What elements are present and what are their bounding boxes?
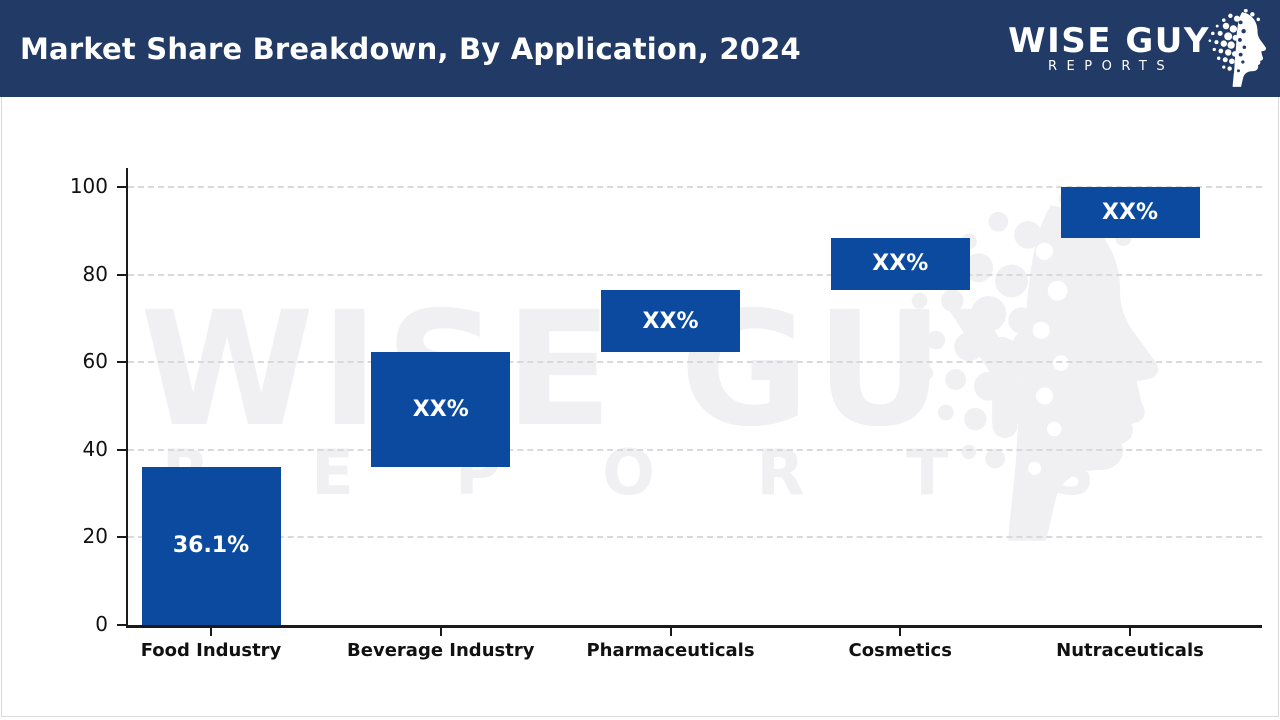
x-tick: [210, 628, 212, 636]
header-bar: Market Share Breakdown, By Application, …: [0, 0, 1280, 97]
x-tick: [1129, 628, 1131, 636]
gridline: [128, 273, 1262, 276]
y-tick-label: 80: [82, 261, 108, 286]
bar-segment: XX%: [1060, 187, 1200, 238]
y-tick: [117, 624, 126, 626]
watermark-subtext: R E P O R T S: [162, 436, 1135, 509]
bar-value-label: XX%: [872, 251, 929, 277]
bar-value-label: XX%: [1102, 199, 1158, 225]
x-axis-label: Cosmetics: [848, 640, 952, 661]
y-tick: [117, 361, 126, 364]
y-tick-label: 0: [95, 612, 108, 636]
y-tick: [117, 536, 126, 539]
bar-value-label: XX%: [642, 308, 699, 334]
bar-segment: XX%: [601, 289, 740, 353]
x-axis-label: Beverage Industry: [347, 640, 535, 661]
bar-segment: XX%: [371, 352, 511, 467]
bar-segment: XX%: [830, 237, 970, 290]
y-axis-line: [126, 168, 128, 628]
x-axis-line: [126, 625, 1262, 628]
y-tick: [117, 448, 126, 451]
y-tick: [117, 186, 126, 188]
wiseguy-logo: WISE GUY REPORTS: [1008, 8, 1270, 90]
logo-wordmark: WISE GUY: [1008, 20, 1210, 61]
logo-subtext: REPORTS: [1048, 59, 1175, 75]
y-tick-label: 40: [82, 436, 108, 461]
bar-value-label: XX%: [412, 397, 469, 422]
logo-text: WISE GUY REPORTS: [1008, 20, 1210, 75]
y-tick-label: 20: [82, 524, 108, 549]
bar-value-label: 36.1%: [172, 533, 250, 559]
x-tick: [899, 628, 902, 636]
gridline: [128, 448, 1262, 451]
bar-segment: 36.1%: [141, 466, 281, 625]
y-tick-label: 60: [82, 349, 108, 374]
x-axis-label: Nutraceuticals: [1056, 640, 1204, 661]
gridline: [128, 536, 1262, 539]
gridline: [128, 186, 1262, 188]
y-tick: [117, 273, 126, 276]
x-axis-label: Food Industry: [140, 640, 282, 661]
x-tick: [669, 628, 672, 636]
y-tick-label: 100: [69, 174, 108, 198]
x-axis-label: Pharmaceuticals: [586, 640, 755, 661]
page-title: Market Share Breakdown, By Application, …: [20, 31, 801, 66]
x-tick: [439, 628, 442, 636]
gridline: [128, 361, 1262, 364]
